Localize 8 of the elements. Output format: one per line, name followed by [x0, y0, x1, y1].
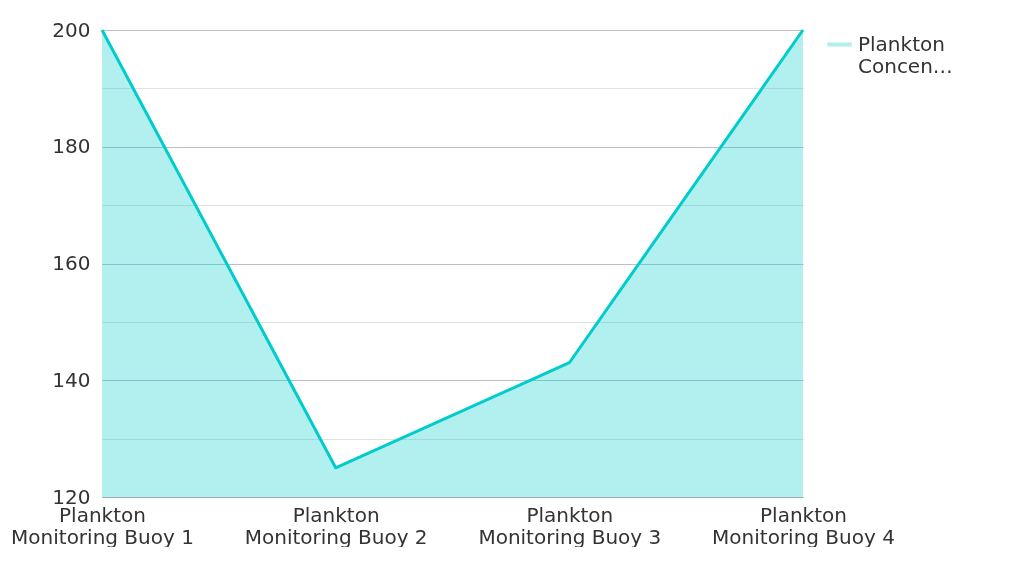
y-tick-label: 160: [52, 251, 91, 275]
y-tick-label: 140: [52, 367, 91, 392]
x-tick-label: Plankton Monitoring Buoy 2: [244, 502, 428, 549]
y-tick-label: 200: [52, 17, 91, 42]
x-tick-label: Plankton Monitoring Buoy 4: [712, 502, 895, 549]
y-tick-label: 180: [52, 134, 91, 159]
legend-label: Plankton Concen…: [858, 31, 953, 78]
x-tick-label: Plankton Monitoring Buoy 3: [478, 502, 662, 549]
